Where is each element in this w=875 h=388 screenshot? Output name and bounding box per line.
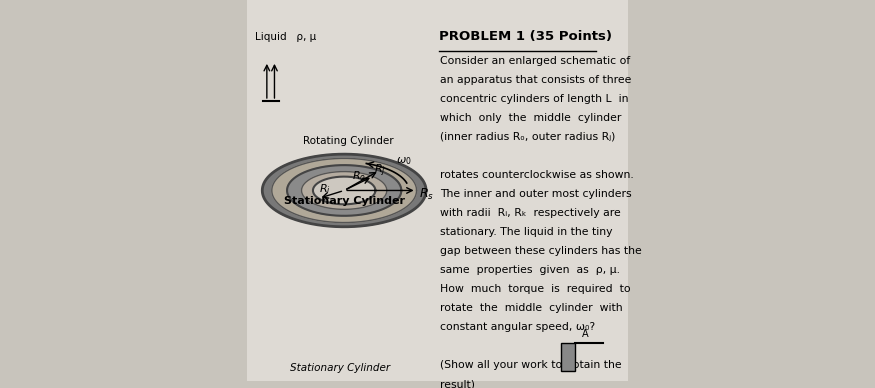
Text: (Show all your work to obtain the: (Show all your work to obtain the: [440, 360, 622, 371]
Bar: [247, 0, 426, 381]
Text: Consider an enlarged schematic of: Consider an enlarged schematic of: [440, 55, 630, 66]
Text: PROBLEM 1 (35 Points): PROBLEM 1 (35 Points): [439, 30, 612, 43]
Text: gap between these cylinders has the: gap between these cylinders has the: [440, 246, 642, 256]
Text: (inner radius Rₒ, outer radius Rⱼ): (inner radius Rₒ, outer radius Rⱼ): [440, 132, 615, 142]
Bar: [426, 0, 628, 381]
Polygon shape: [262, 154, 426, 227]
Text: Liquid   ρ, μ: Liquid ρ, μ: [255, 32, 317, 42]
Text: Stationary Cylinder: Stationary Cylinder: [290, 364, 390, 373]
Text: $R_o$: $R_o$: [353, 169, 367, 183]
Text: Rotating Cylinder: Rotating Cylinder: [303, 136, 393, 146]
Text: rotate  the  middle  cylinder  with: rotate the middle cylinder with: [440, 303, 623, 313]
Polygon shape: [302, 171, 387, 210]
Text: constant angular speed, ω₀?: constant angular speed, ω₀?: [440, 322, 595, 332]
Text: an apparatus that consists of three: an apparatus that consists of three: [440, 74, 632, 85]
Polygon shape: [272, 158, 416, 223]
Text: $R_j$: $R_j$: [374, 163, 386, 179]
Text: rotates counterclockwise as shown.: rotates counterclockwise as shown.: [440, 170, 634, 180]
Text: Stationary Cylinder: Stationary Cylinder: [284, 196, 404, 206]
Text: concentric cylinders of length L  in: concentric cylinders of length L in: [440, 94, 628, 104]
Text: result): result): [440, 379, 475, 388]
Bar: [561, 343, 575, 371]
Text: $R_s$: $R_s$: [419, 187, 434, 202]
Polygon shape: [287, 165, 402, 216]
Polygon shape: [313, 177, 375, 204]
Text: $\omega_0$: $\omega_0$: [396, 155, 412, 167]
Text: $R_i$: $R_i$: [319, 182, 331, 196]
Text: A: A: [582, 329, 589, 339]
Text: same  properties  given  as  ρ, μ.: same properties given as ρ, μ.: [440, 265, 620, 275]
Text: which  only  the  middle  cylinder: which only the middle cylinder: [440, 113, 621, 123]
Text: How  much  torque  is  required  to: How much torque is required to: [440, 284, 631, 294]
Text: with radii  Rᵢ, Rₖ  respectively are: with radii Rᵢ, Rₖ respectively are: [440, 208, 621, 218]
Text: The inner and outer most cylinders: The inner and outer most cylinders: [440, 189, 632, 199]
Text: stationary. The liquid in the tiny: stationary. The liquid in the tiny: [440, 227, 612, 237]
